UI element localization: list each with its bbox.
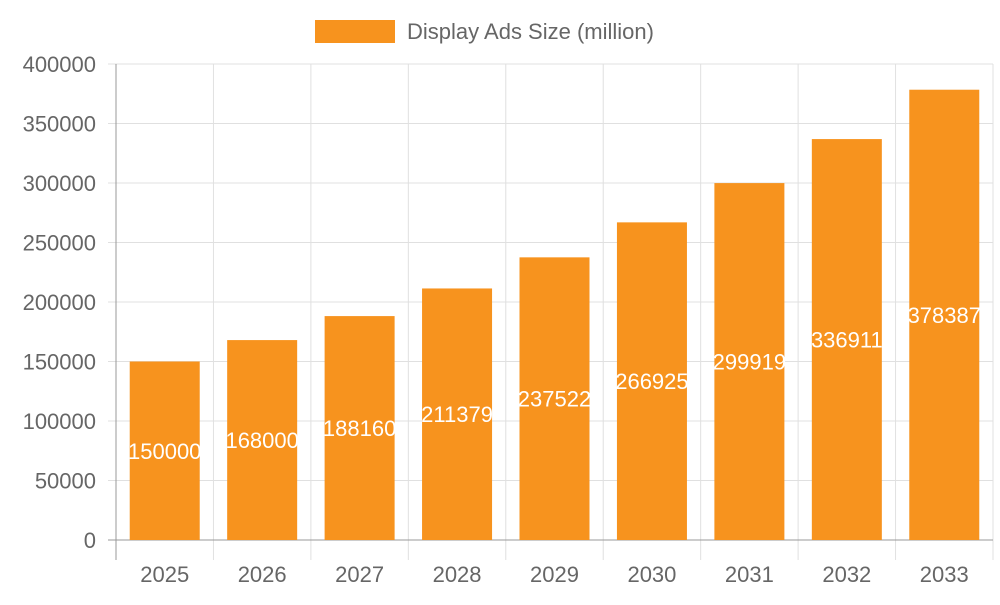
- x-tick-label: 2032: [822, 562, 871, 587]
- legend-swatch: [315, 20, 395, 43]
- bar-2026: [227, 340, 298, 540]
- y-tick-label: 0: [84, 528, 96, 553]
- y-tick-label: 50000: [35, 469, 96, 494]
- data-label: 188160: [323, 416, 396, 441]
- y-tick-label: 100000: [23, 409, 96, 434]
- bar-2025: [129, 361, 200, 540]
- x-tick-label: 2028: [433, 562, 482, 587]
- x-tick-label: 2027: [335, 562, 384, 587]
- x-tick-label: 2026: [238, 562, 287, 587]
- data-label: 336911: [811, 328, 883, 353]
- y-tick-label: 250000: [23, 231, 96, 256]
- bar-2029: [519, 257, 590, 540]
- legend-label: Display Ads Size (million): [407, 19, 654, 44]
- data-label: 168000: [225, 428, 298, 453]
- x-tick-label: 2030: [627, 562, 676, 587]
- y-tick-label: 350000: [23, 112, 96, 137]
- x-tick-label: 2025: [140, 562, 189, 587]
- y-tick-label: 400000: [23, 52, 96, 77]
- data-label: 378387: [908, 303, 981, 328]
- y-tick-label: 200000: [23, 290, 96, 315]
- x-tick-label: 2031: [725, 562, 774, 587]
- y-tick-label: 150000: [23, 350, 96, 375]
- y-tick-label: 300000: [23, 171, 96, 196]
- data-label: 237522: [518, 387, 591, 412]
- bar-2033: [909, 89, 980, 540]
- data-label: 266925: [615, 369, 688, 394]
- bar-2032: [811, 139, 882, 540]
- x-tick-label: 2029: [530, 562, 579, 587]
- bar-2031: [714, 183, 785, 541]
- data-label: 150000: [128, 439, 201, 464]
- bar-2028: [422, 288, 493, 540]
- x-tick-label: 2033: [920, 562, 969, 587]
- data-label: 211379: [421, 402, 493, 427]
- bar-2030: [616, 222, 687, 540]
- bar-2027: [324, 316, 395, 540]
- data-label: 299919: [713, 350, 786, 375]
